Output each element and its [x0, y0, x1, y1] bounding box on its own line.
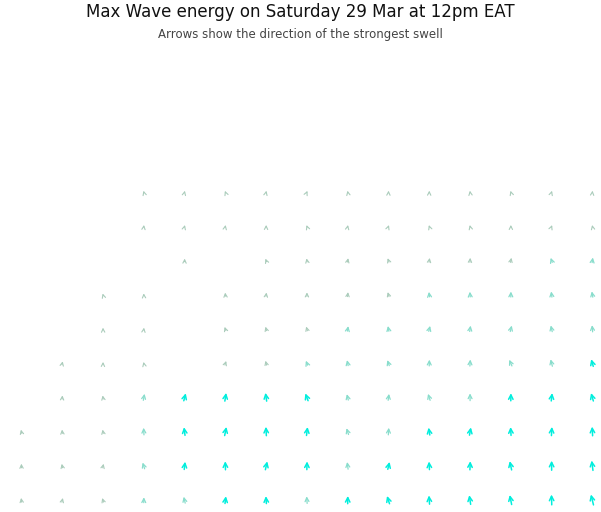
- Text: Arrows show the direction of the strongest swell: Arrows show the direction of the stronge…: [158, 28, 443, 41]
- Text: Max Wave energy on Saturday 29 Mar at 12pm EAT: Max Wave energy on Saturday 29 Mar at 12…: [86, 3, 515, 21]
